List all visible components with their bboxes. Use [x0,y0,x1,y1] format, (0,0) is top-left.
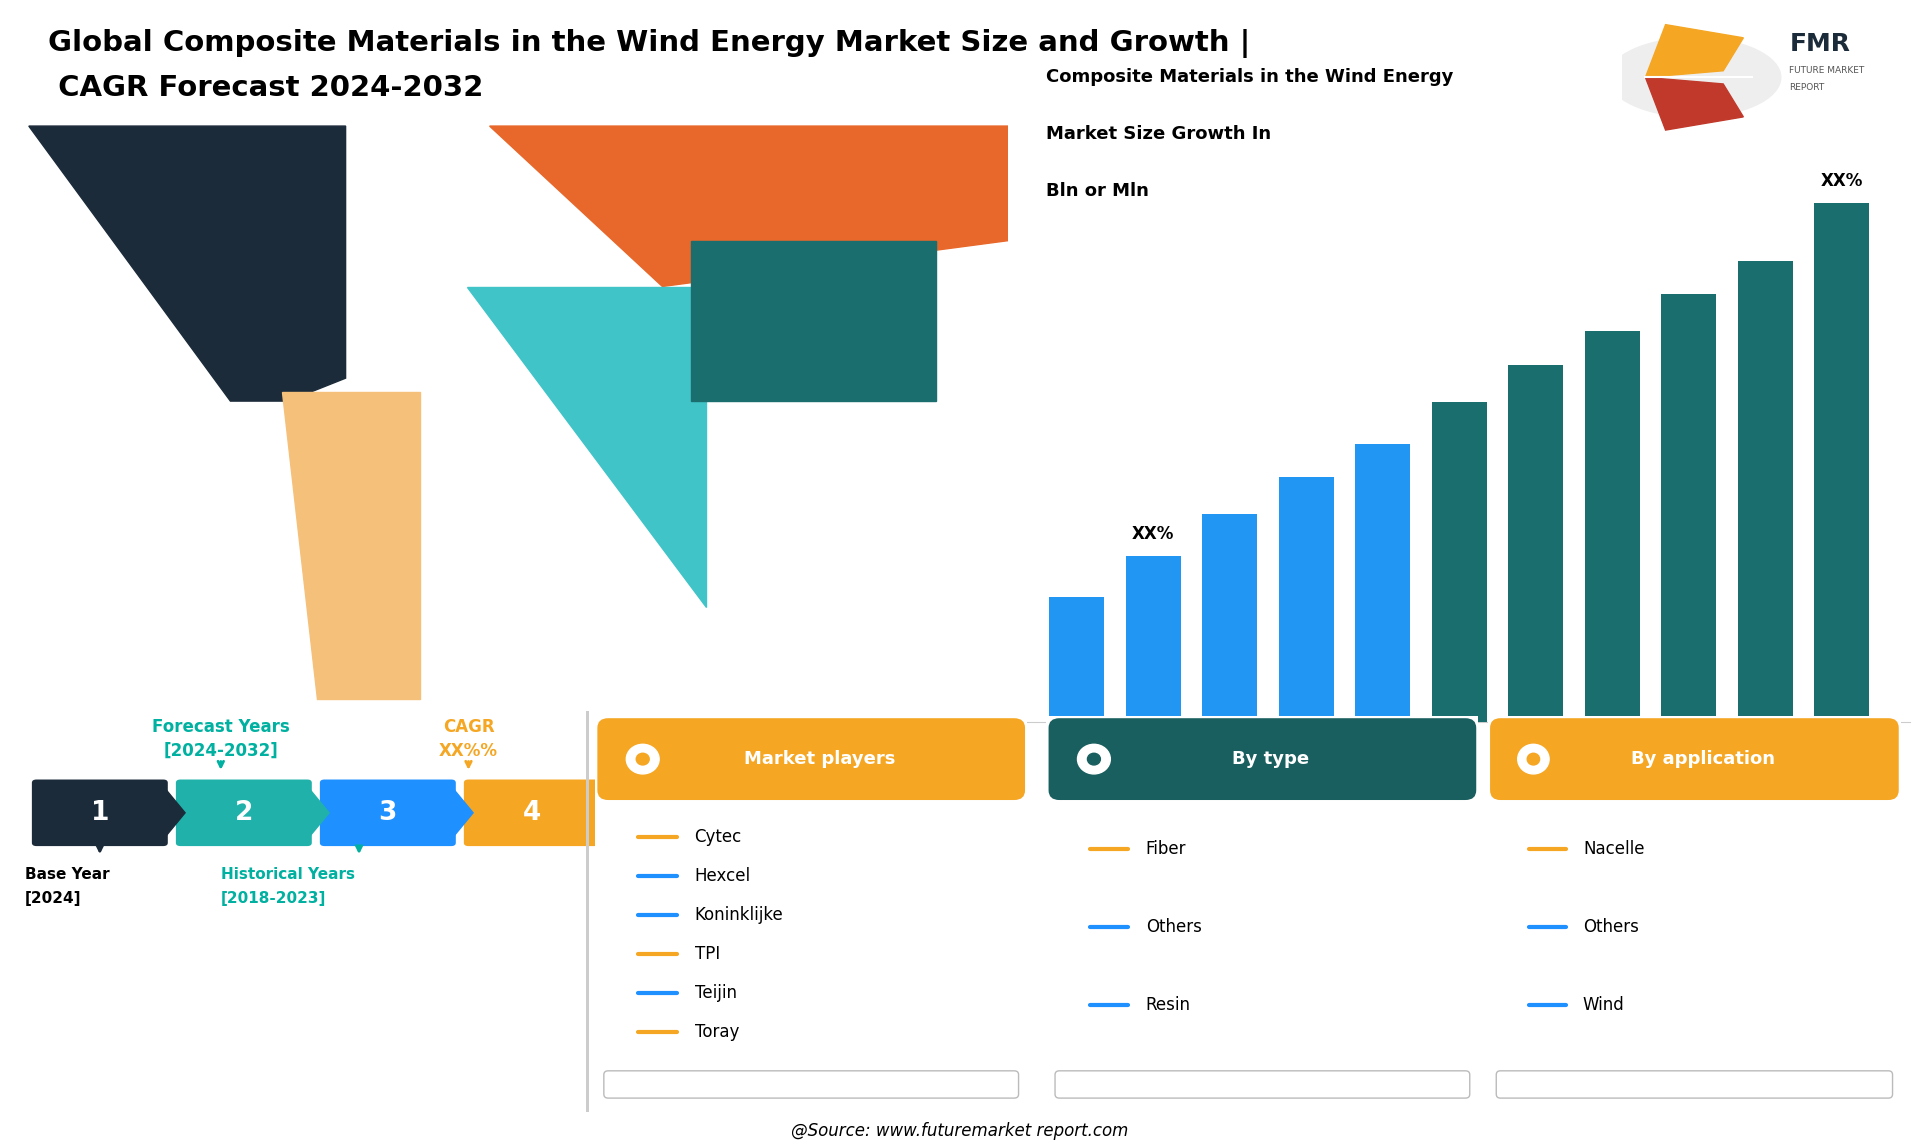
Text: 3: 3 [378,800,397,826]
Text: Forecast Years: Forecast Years [152,717,290,736]
Circle shape [1077,744,1110,774]
Text: Market players: Market players [745,751,895,768]
Text: 1: 1 [90,800,109,826]
Text: Nacelle: Nacelle [1582,840,1644,857]
Text: By type: By type [1233,751,1309,768]
Polygon shape [1645,78,1743,131]
Circle shape [636,753,649,766]
Text: [2024]: [2024] [25,892,81,906]
FancyBboxPatch shape [603,1070,1018,1098]
Bar [1509,364,1563,722]
Polygon shape [1645,25,1743,78]
Text: By application: By application [1630,751,1774,768]
Polygon shape [159,783,184,843]
Text: FMR: FMR [1789,32,1851,56]
Text: Teijin: Teijin [695,984,737,1002]
Text: Others: Others [1146,918,1202,935]
Text: Base Year: Base Year [25,868,109,882]
FancyBboxPatch shape [1482,713,1907,1112]
Text: Fiber: Fiber [1146,840,1187,857]
Text: Resin: Resin [1146,996,1190,1013]
Text: CAGR: CAGR [444,717,493,736]
Text: 2: 2 [234,800,253,826]
Text: [2018-2023]: [2018-2023] [221,892,326,906]
Bar [1432,402,1486,722]
FancyBboxPatch shape [1056,1070,1471,1098]
Text: Historical Years: Historical Years [221,868,355,882]
Polygon shape [691,241,937,401]
Text: Toray: Toray [695,1023,739,1041]
Polygon shape [490,126,1008,286]
Text: Global Composite Materials in the Wind Energy Market Size and Growth |: Global Composite Materials in the Wind E… [48,29,1250,57]
Bar [1356,444,1409,722]
Bar [1661,295,1716,722]
Text: XX%: XX% [1133,525,1175,543]
Bar [1814,203,1870,722]
Circle shape [1526,753,1540,766]
Bar [1202,515,1258,722]
Polygon shape [467,286,707,607]
Text: Market Size Growth In: Market Size Growth In [1046,125,1271,143]
Text: Others: Others [1582,918,1640,935]
Polygon shape [447,783,472,843]
Text: TPI: TPI [695,945,720,963]
Bar [1738,261,1793,722]
FancyBboxPatch shape [1490,719,1899,800]
Bar [1279,477,1334,722]
Text: FUTURE MARKET: FUTURE MARKET [1789,66,1864,76]
Text: [2024-2032]: [2024-2032] [163,741,278,760]
FancyBboxPatch shape [177,779,311,846]
Bar [1584,331,1640,722]
Circle shape [626,744,659,774]
Polygon shape [282,392,420,699]
Text: Koninklijke: Koninklijke [695,906,783,924]
FancyBboxPatch shape [33,779,167,846]
Text: XX%%: XX%% [440,741,497,760]
Polygon shape [29,126,346,401]
Bar [1048,597,1104,722]
Text: @Source: www.futuremarket report.com: @Source: www.futuremarket report.com [791,1122,1129,1140]
Bar [1125,556,1181,722]
Text: Cytec: Cytec [695,829,741,846]
FancyBboxPatch shape [597,719,1025,800]
Text: XX%: XX% [1820,172,1862,190]
FancyBboxPatch shape [1041,713,1484,1112]
Text: CAGR Forecast 2024-2032: CAGR Forecast 2024-2032 [48,74,484,102]
Circle shape [1087,753,1100,766]
Polygon shape [303,783,328,843]
Circle shape [1607,38,1782,117]
Text: Hexcel: Hexcel [695,868,751,885]
FancyBboxPatch shape [321,779,455,846]
Text: Composite Materials in the Wind Energy: Composite Materials in the Wind Energy [1046,68,1453,86]
Text: REPORT: REPORT [1789,84,1824,93]
Text: 4: 4 [522,800,541,826]
FancyBboxPatch shape [465,779,599,846]
FancyBboxPatch shape [1048,719,1476,800]
Circle shape [1517,744,1549,774]
Text: Wind: Wind [1582,996,1624,1013]
Text: Bln or Mln: Bln or Mln [1046,182,1148,199]
FancyBboxPatch shape [1496,1070,1893,1098]
FancyBboxPatch shape [589,713,1033,1112]
